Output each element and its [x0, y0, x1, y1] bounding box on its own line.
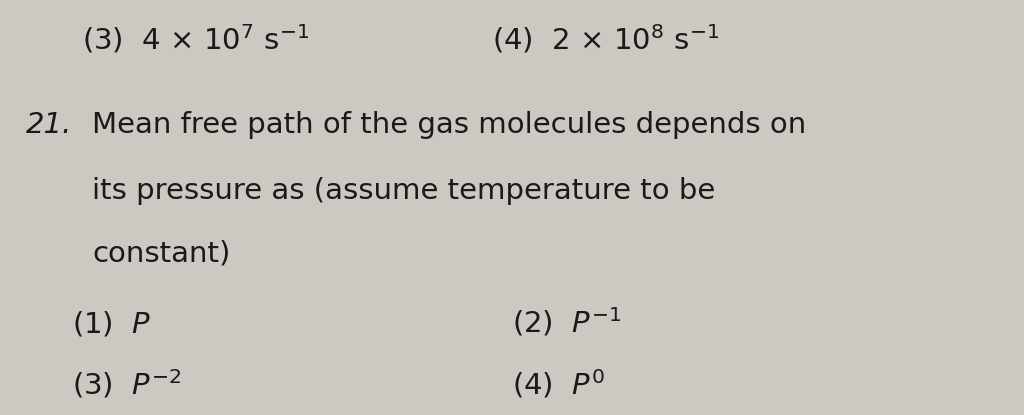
Text: Mean free path of the gas molecules depends on: Mean free path of the gas molecules depe… — [92, 111, 807, 139]
Text: constant): constant) — [92, 239, 230, 267]
Text: (3)  $P^{-2}$: (3) $P^{-2}$ — [72, 367, 181, 400]
Text: its pressure as (assume temperature to be: its pressure as (assume temperature to b… — [92, 177, 716, 205]
Text: (4)  2 × 10$^{8}$ s$^{-1}$: (4) 2 × 10$^{8}$ s$^{-1}$ — [492, 23, 719, 56]
Text: (2)  $P^{-1}$: (2) $P^{-1}$ — [512, 305, 622, 338]
Text: (4)  $P^{0}$: (4) $P^{0}$ — [512, 367, 605, 400]
Text: (3)  4 × 10$^{7}$ s$^{-1}$: (3) 4 × 10$^{7}$ s$^{-1}$ — [82, 23, 309, 56]
Text: (1)  $P$: (1) $P$ — [72, 309, 151, 338]
Text: 21.: 21. — [26, 111, 72, 139]
